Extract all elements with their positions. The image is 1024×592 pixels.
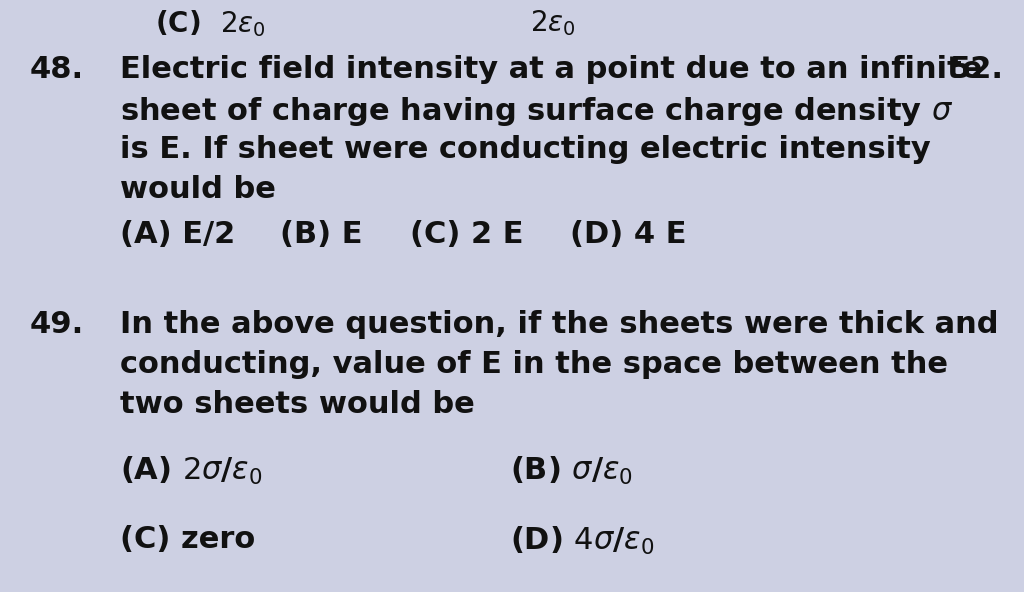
Text: (C) zero: (C) zero [120, 525, 255, 554]
Text: conducting, value of E in the space between the: conducting, value of E in the space betw… [120, 350, 948, 379]
Text: $2\varepsilon_0$: $2\varepsilon_0$ [530, 8, 575, 38]
Text: would be: would be [120, 175, 275, 204]
Text: (B) $\sigma$/$\epsilon_0$: (B) $\sigma$/$\epsilon_0$ [510, 455, 633, 487]
Text: is E. If sheet were conducting electric intensity: is E. If sheet were conducting electric … [120, 135, 931, 164]
Text: Electric field intensity at a point due to an infinite: Electric field intensity at a point due … [120, 55, 982, 84]
Text: (D) $4\sigma$/$\epsilon_0$: (D) $4\sigma$/$\epsilon_0$ [510, 525, 654, 557]
Text: (B) E: (B) E [280, 220, 362, 249]
Text: (C) 2 E: (C) 2 E [410, 220, 523, 249]
Text: (D) 4 E: (D) 4 E [570, 220, 686, 249]
Text: (A) E/2: (A) E/2 [120, 220, 236, 249]
Text: (C)  $2\varepsilon_0$: (C) $2\varepsilon_0$ [155, 8, 265, 39]
Text: (A) $2\sigma$/$\epsilon_0$: (A) $2\sigma$/$\epsilon_0$ [120, 455, 262, 487]
Text: 49.: 49. [30, 310, 84, 339]
Text: 52.: 52. [950, 55, 1004, 84]
Text: sheet of charge having surface charge density $\sigma$: sheet of charge having surface charge de… [120, 95, 953, 128]
Text: two sheets would be: two sheets would be [120, 390, 475, 419]
Text: In the above question, if the sheets were thick and: In the above question, if the sheets wer… [120, 310, 998, 339]
Text: 48.: 48. [30, 55, 84, 84]
